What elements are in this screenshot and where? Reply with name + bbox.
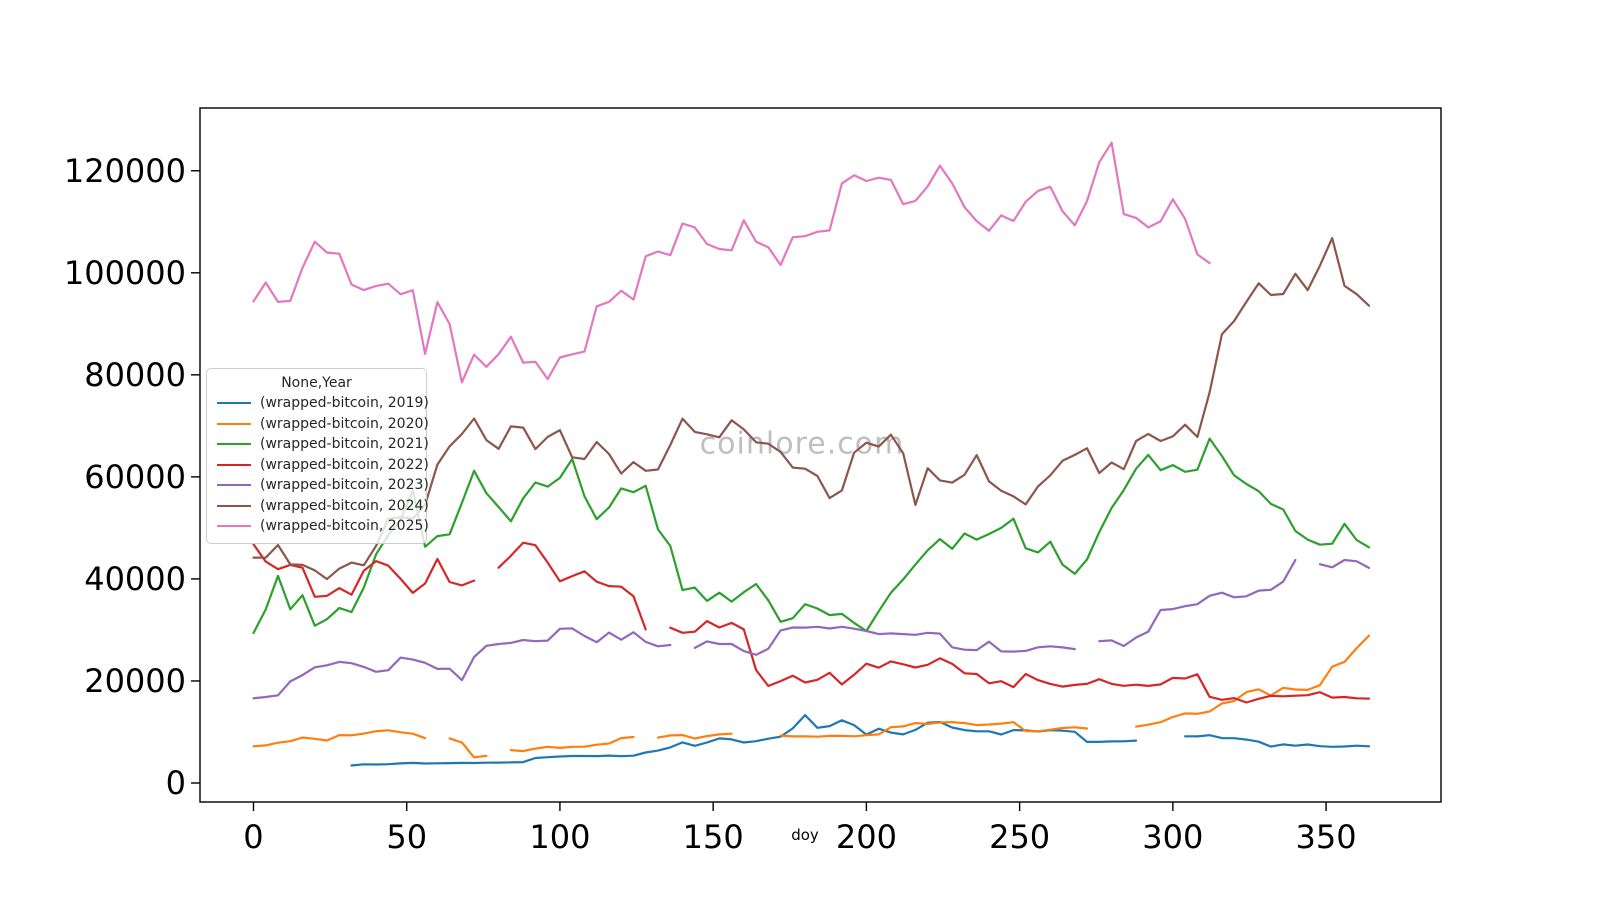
legend-item-label: (wrapped-bitcoin, 2021) xyxy=(260,436,429,453)
x-tick-label: 200 xyxy=(836,818,897,856)
legend-line-icon xyxy=(217,463,251,466)
legend-item-2025: (wrapped-bitcoin, 2025) xyxy=(215,516,429,537)
x-tick-label: 150 xyxy=(683,818,744,856)
legend-line-icon xyxy=(217,422,251,425)
legend-line-icon xyxy=(217,484,251,487)
x-tick-label: 250 xyxy=(989,818,1050,856)
y-tick-label: 100000 xyxy=(64,254,186,292)
series-line-2022 xyxy=(252,541,1371,704)
x-tick-label: 100 xyxy=(529,818,590,856)
legend-item-2021: (wrapped-bitcoin, 2021) xyxy=(215,434,429,455)
x-tick-label: 300 xyxy=(1142,818,1203,856)
legend-item-label: (wrapped-bitcoin, 2020) xyxy=(260,415,429,432)
legend-title: None,Year xyxy=(281,375,352,391)
y-tick-label: 120000 xyxy=(64,152,186,190)
legend-item-label: (wrapped-bitcoin, 2025) xyxy=(260,518,429,535)
series-line-2025 xyxy=(252,141,1211,384)
y-tick-label: 0 xyxy=(166,764,186,802)
y-tick-label: 40000 xyxy=(84,560,186,598)
series-line-2020 xyxy=(252,634,1371,759)
series-line-2021 xyxy=(252,437,1371,635)
x-axis-label: doy xyxy=(791,826,819,844)
legend-item-2020: (wrapped-bitcoin, 2020) xyxy=(215,414,429,435)
legend-items: (wrapped-bitcoin, 2019) (wrapped-bitcoin,… xyxy=(215,393,429,537)
legend-line-icon xyxy=(217,402,251,405)
legend-item-2019: (wrapped-bitcoin, 2019) xyxy=(215,393,429,414)
x-tick-label: 350 xyxy=(1296,818,1357,856)
axes-frame xyxy=(199,107,1442,803)
y-tick-label: 20000 xyxy=(84,662,186,700)
legend-item-label: (wrapped-bitcoin, 2019) xyxy=(260,395,429,412)
legend-line-icon xyxy=(217,525,251,528)
series-line-2019 xyxy=(350,714,1371,767)
legend-item-label: (wrapped-bitcoin, 2024) xyxy=(260,497,429,514)
legend-line-icon xyxy=(217,504,251,507)
legend: None,Year (wrapped-bitcoin, 2019) (wrappe… xyxy=(206,368,429,544)
legend-item-2023: (wrapped-bitcoin, 2023) xyxy=(215,475,429,496)
legend-item-label: (wrapped-bitcoin, 2022) xyxy=(260,456,429,473)
legend-item-2024: (wrapped-bitcoin, 2024) xyxy=(215,496,429,517)
y-tick-label: 80000 xyxy=(84,356,186,394)
legend-line-icon xyxy=(217,443,251,446)
legend-item-2022: (wrapped-bitcoin, 2022) xyxy=(215,455,429,476)
series-line-2024 xyxy=(252,237,1371,581)
x-tick-label: 0 xyxy=(243,818,263,856)
x-tick-label: 50 xyxy=(386,818,427,856)
y-tick-label: 60000 xyxy=(84,458,186,496)
series-line-2023 xyxy=(252,558,1371,700)
legend-item-label: (wrapped-bitcoin, 2023) xyxy=(260,477,429,494)
